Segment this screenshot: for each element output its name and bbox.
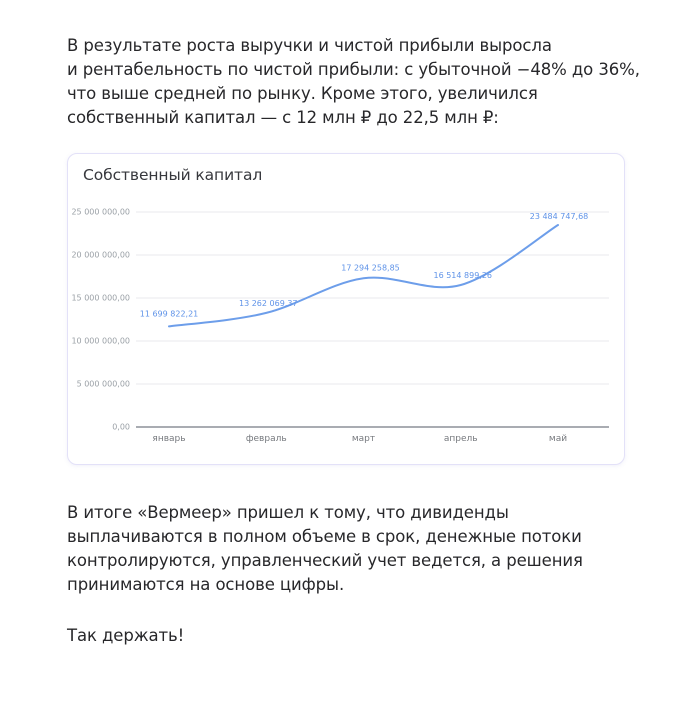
data-point-label: 13 262 069,37 <box>239 299 298 308</box>
data-point-label: 16 514 899,26 <box>433 271 492 280</box>
chart-y-axis-labels: 0,00 5 000 000,00 10 000 000,00 15 000 000,… <box>71 208 130 432</box>
y-tick-label: 20 000 000,00 <box>71 251 130 260</box>
y-tick-label: 15 000 000,00 <box>71 294 130 303</box>
equity-chart-card: Собственный капитал 0,00 5 000 000,00 10 0… <box>67 153 625 465</box>
chart-point-labels: 11 699 822,21 13 262 069,37 17 294 258,85 1… <box>140 212 589 318</box>
x-tick-label: январь <box>152 434 185 444</box>
data-point-label: 17 294 258,85 <box>341 263 400 272</box>
x-tick-label: март <box>352 434 375 444</box>
y-tick-label: 10 000 000,00 <box>71 337 130 346</box>
data-point-label: 11 699 822,21 <box>140 309 199 318</box>
outro-line: принимаются на основе цифры. <box>67 575 345 594</box>
x-tick-label: апрель <box>444 434 478 444</box>
intro-line: собственный капитал — с 12 млн ₽ до 22,5… <box>67 108 499 127</box>
chart-title: Собственный капитал <box>83 166 263 184</box>
outro-paragraph: В итоге «Вермеер» пришел к тому, что див… <box>67 501 657 597</box>
x-tick-label: февраль <box>246 434 287 444</box>
equity-chart-svg: 0,00 5 000 000,00 10 000 000,00 15 000 000,… <box>71 208 609 444</box>
outro-line: В итоге «Вермеер» пришел к тому, что див… <box>67 503 509 522</box>
y-tick-label: 5 000 000,00 <box>77 380 130 389</box>
y-tick-label: 25 000 000,00 <box>71 208 130 217</box>
outro-line: контролируются, управленческий учет веде… <box>67 551 583 570</box>
intro-line: что выше средней по рынку. Кроме этого, … <box>67 84 538 103</box>
chart-gridlines <box>136 211 609 428</box>
x-tick-label: май <box>549 434 567 444</box>
y-tick-label: 0,00 <box>112 423 130 432</box>
equity-line-series <box>168 224 559 328</box>
closing-line: Так держать! <box>67 626 185 645</box>
outro-line: выплачиваются в полном объеме в срок, де… <box>67 527 582 546</box>
chart-x-axis-labels: январь февраль март апрель май <box>152 434 567 444</box>
intro-paragraph: В результате роста выручки и чистой приб… <box>67 34 657 130</box>
intro-line: и рентабельность по чистой прибыли: с уб… <box>67 60 640 79</box>
data-point-label: 23 484 747,68 <box>530 212 589 221</box>
intro-line: В результате роста выручки и чистой приб… <box>67 36 552 55</box>
